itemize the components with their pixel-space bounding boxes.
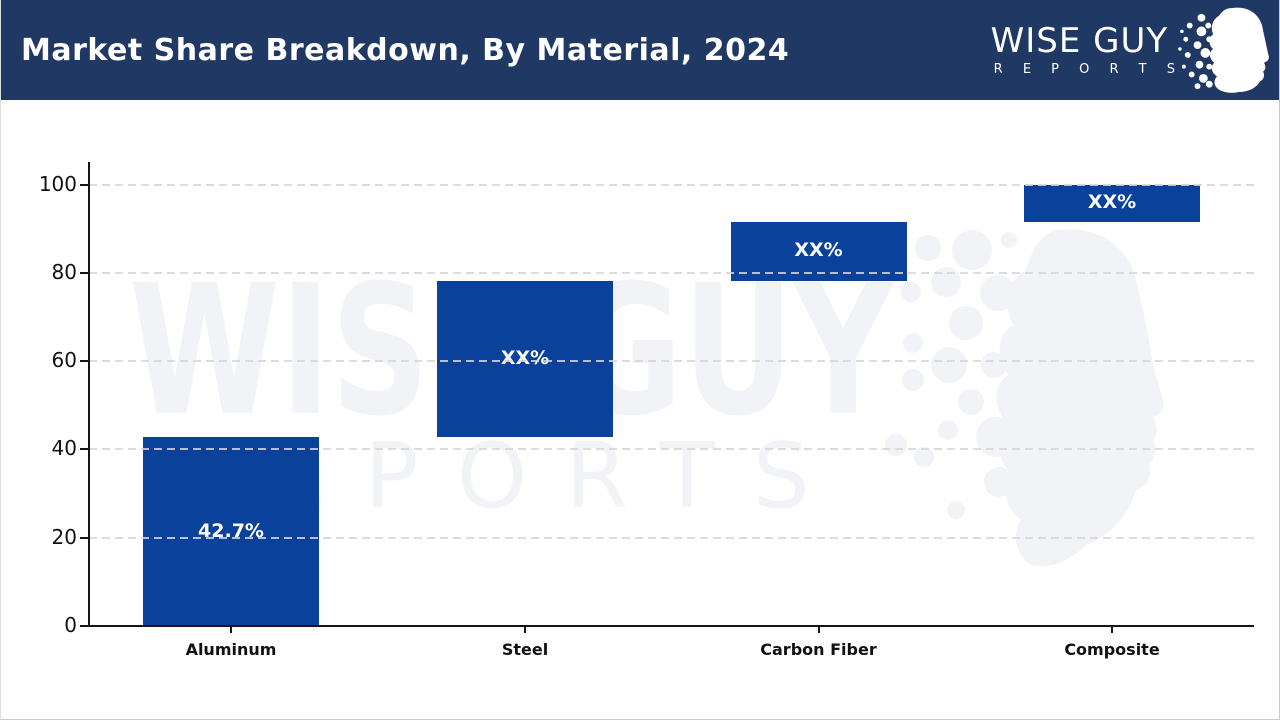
watermark-face-icon <box>885 229 1164 567</box>
header-bar: Market Share Breakdown, By Material, 202… <box>1 0 1279 100</box>
y-tick-label-100: 100 <box>38 171 77 196</box>
bar-carbon-fiber: XX% <box>730 221 907 281</box>
bar-value-label: 42.7% <box>198 519 264 542</box>
x-axis-spine <box>88 625 1254 627</box>
bar-value-label: XX% <box>1087 191 1137 214</box>
x-category-label: Aluminum <box>185 640 277 659</box>
x-tick-3 <box>1111 626 1113 633</box>
brand-name: WISE GUY <box>990 20 1169 61</box>
gridline-80 <box>89 271 1254 274</box>
x-category-label: Carbon Fiber <box>760 640 877 659</box>
brand-subtitle: R E P O R T S <box>993 61 1183 77</box>
bar-aluminum: 42.7% <box>143 437 319 626</box>
x-category-label: Composite <box>1064 640 1160 659</box>
brand-logo: WISE GUY R E P O R T S <box>991 0 1273 100</box>
y-tick-0 <box>80 625 88 627</box>
gridline-40 <box>89 448 1254 451</box>
y-tick-label-0: 0 <box>64 613 77 637</box>
bar-value-label: XX% <box>500 347 550 370</box>
y-tick-60 <box>80 360 88 363</box>
y-tick-label-20: 20 <box>51 524 77 549</box>
x-tick-0 <box>230 626 232 633</box>
y-axis-spine <box>88 162 90 627</box>
gridline-60 <box>89 360 1254 363</box>
y-tick-label-60: 60 <box>51 348 77 373</box>
bar-composite: XX% <box>1024 184 1200 222</box>
brand-head-icon <box>1178 7 1269 93</box>
bar-steel: XX% <box>437 280 613 438</box>
brand-logo-text: WISE GUY R E P O R T S <box>991 24 1183 77</box>
y-tick-label-40: 40 <box>51 436 77 461</box>
y-tick-20 <box>80 536 88 539</box>
y-tick-100 <box>80 183 88 186</box>
page-title: Market Share Breakdown, By Material, 202… <box>21 32 790 68</box>
x-tick-2 <box>817 626 820 633</box>
x-category-label: Steel <box>501 640 549 659</box>
y-tick-40 <box>80 448 88 451</box>
y-tick-label-80: 80 <box>51 259 77 284</box>
gridline-100 <box>89 183 1254 186</box>
y-tick-80 <box>80 271 88 274</box>
bar-value-label: XX% <box>794 239 843 262</box>
x-tick-1 <box>524 626 526 633</box>
gridline-20 <box>89 536 1254 539</box>
